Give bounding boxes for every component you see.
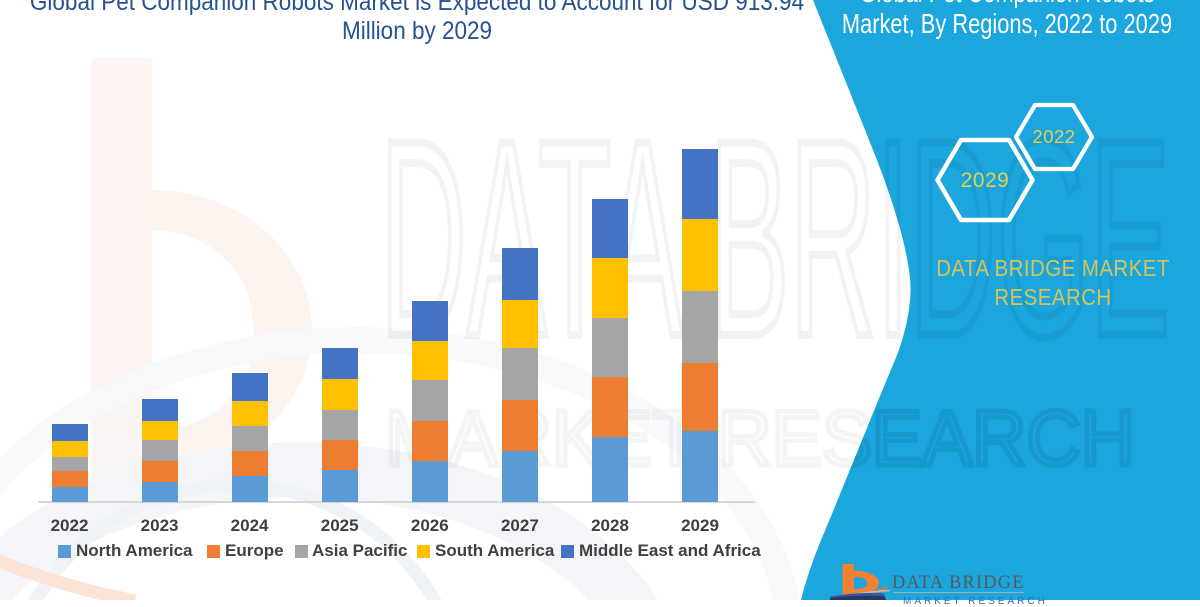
svg-text:2022: 2022	[1032, 126, 1075, 147]
svg-text:2029: 2029	[961, 169, 1010, 192]
